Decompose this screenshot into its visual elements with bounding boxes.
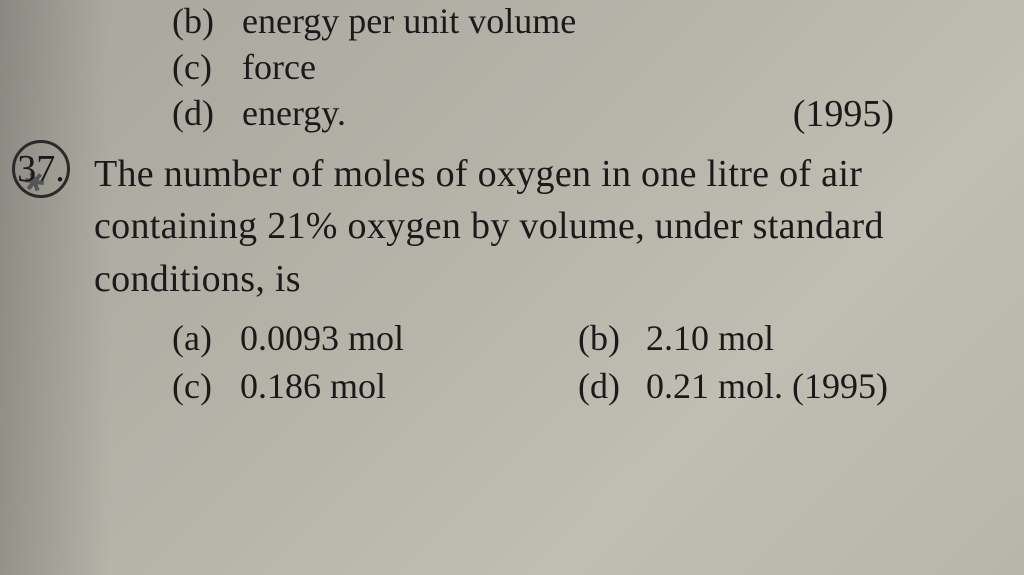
option-text: force [242,46,316,88]
prev-option-d: (d) energy. (1995) [80,92,964,134]
option-label: (c) [172,365,240,407]
prev-option-b: (b) energy per unit volume [80,0,964,42]
option-d: (d) 0.21 mol. (1995) [578,365,964,407]
question-37: 37. The number of moles of oxygen in one… [80,148,964,407]
question-number: 37. [17,147,65,191]
option-text: 0.21 mol. (1995) [646,365,888,407]
option-label: (c) [172,46,242,88]
option-a: (a) 0.0093 mol [172,317,558,359]
year-badge: (1995) [793,92,894,136]
option-text: 0.0093 mol [240,317,404,359]
option-text: energy per unit volume [242,0,576,42]
question-text: The number of moles of oxygen in one lit… [80,148,964,305]
option-text: 2.10 mol [646,317,774,359]
option-label: (d) [578,365,646,407]
option-label: (a) [172,317,240,359]
answer-grid: (a) 0.0093 mol (b) 2.10 mol (c) 0.186 mo… [80,317,964,407]
option-c: (c) 0.186 mol [172,365,558,407]
option-label: (d) [172,92,242,134]
option-label: (b) [578,317,646,359]
prev-option-c: (c) force [80,46,964,88]
option-b: (b) 2.10 mol [578,317,964,359]
page-content: (b) energy per unit volume (c) force (d)… [0,0,1024,407]
question-number-circle-icon: 37. [12,140,70,198]
option-label: (b) [172,0,242,42]
option-text: 0.186 mol [240,365,386,407]
option-text: energy. [242,92,346,134]
